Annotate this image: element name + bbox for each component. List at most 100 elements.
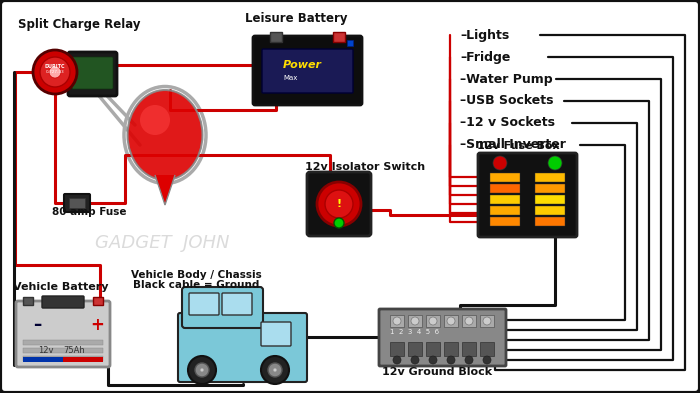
- FancyBboxPatch shape: [16, 301, 110, 367]
- Text: Vehicle Body / Chassis: Vehicle Body / Chassis: [131, 270, 261, 280]
- Bar: [535, 217, 565, 226]
- Circle shape: [429, 317, 437, 325]
- Bar: [444, 342, 458, 356]
- Circle shape: [334, 218, 344, 228]
- Circle shape: [188, 356, 216, 384]
- Bar: [535, 206, 565, 215]
- Bar: [490, 184, 520, 193]
- Text: 75Ah: 75Ah: [63, 346, 85, 355]
- Bar: [444, 315, 458, 327]
- Bar: [462, 315, 476, 327]
- Bar: [347, 40, 353, 46]
- Text: –Water Pump: –Water Pump: [460, 72, 552, 86]
- Text: –: –: [33, 316, 41, 334]
- Bar: [490, 206, 520, 215]
- Text: Vehicle Battery: Vehicle Battery: [13, 282, 108, 292]
- Text: !: !: [337, 199, 342, 209]
- FancyBboxPatch shape: [42, 296, 84, 308]
- Circle shape: [411, 356, 419, 364]
- FancyBboxPatch shape: [68, 52, 117, 96]
- Circle shape: [548, 156, 562, 170]
- PathPatch shape: [155, 175, 175, 205]
- Circle shape: [195, 363, 209, 377]
- Bar: [490, 217, 520, 226]
- FancyBboxPatch shape: [262, 49, 353, 93]
- Text: Power: Power: [283, 60, 322, 70]
- Circle shape: [49, 66, 61, 78]
- Text: DURITC: DURITC: [45, 64, 65, 68]
- Bar: [490, 173, 520, 182]
- FancyBboxPatch shape: [261, 322, 291, 346]
- Bar: [535, 173, 565, 182]
- FancyBboxPatch shape: [64, 194, 90, 212]
- Text: +: +: [90, 316, 104, 334]
- Circle shape: [273, 368, 277, 372]
- Ellipse shape: [127, 90, 202, 180]
- Bar: [270, 32, 282, 42]
- Bar: [490, 195, 520, 204]
- Bar: [93, 297, 103, 305]
- Circle shape: [411, 317, 419, 325]
- Bar: [408, 342, 422, 356]
- Bar: [333, 32, 345, 42]
- Bar: [426, 315, 440, 327]
- Bar: [462, 342, 476, 356]
- Bar: [23, 357, 63, 362]
- Text: 12v Isolator Switch: 12v Isolator Switch: [305, 162, 425, 172]
- Text: Split Charge Relay: Split Charge Relay: [18, 18, 141, 31]
- Bar: [23, 348, 103, 353]
- Bar: [480, 342, 494, 356]
- FancyBboxPatch shape: [253, 36, 362, 105]
- Circle shape: [465, 317, 473, 325]
- Text: 80 amp Fuse: 80 amp Fuse: [52, 207, 127, 217]
- Circle shape: [393, 356, 401, 364]
- Circle shape: [483, 317, 491, 325]
- Text: –12 v Sockets: –12 v Sockets: [460, 116, 555, 130]
- Text: –Fridge: –Fridge: [460, 50, 510, 64]
- Text: 1  2  3  4  5  6: 1 2 3 4 5 6: [390, 329, 439, 335]
- FancyBboxPatch shape: [478, 153, 577, 237]
- Bar: [390, 315, 404, 327]
- Bar: [535, 184, 565, 193]
- Text: –Lights: –Lights: [460, 29, 510, 42]
- Text: Black cable = Ground: Black cable = Ground: [133, 280, 259, 290]
- FancyBboxPatch shape: [182, 287, 263, 328]
- Text: Leisure Battery: Leisure Battery: [245, 12, 347, 25]
- Circle shape: [465, 356, 473, 364]
- FancyBboxPatch shape: [379, 309, 506, 366]
- Bar: [69, 198, 85, 208]
- FancyBboxPatch shape: [178, 313, 307, 382]
- Bar: [23, 340, 103, 345]
- Circle shape: [493, 156, 507, 170]
- Bar: [23, 356, 103, 361]
- Bar: [63, 357, 103, 362]
- Bar: [480, 315, 494, 327]
- Bar: [408, 315, 422, 327]
- Bar: [426, 342, 440, 356]
- Circle shape: [33, 50, 77, 94]
- Circle shape: [429, 356, 437, 364]
- Bar: [390, 342, 404, 356]
- Circle shape: [483, 356, 491, 364]
- Text: GADGET  JOHN: GADGET JOHN: [95, 234, 230, 252]
- Circle shape: [325, 190, 353, 218]
- Text: Max: Max: [283, 75, 298, 81]
- Circle shape: [200, 368, 204, 372]
- Circle shape: [393, 317, 401, 325]
- Text: –Small Inverter: –Small Inverter: [460, 138, 566, 151]
- Circle shape: [261, 356, 289, 384]
- Bar: [23, 297, 33, 305]
- Circle shape: [268, 363, 282, 377]
- Circle shape: [447, 317, 455, 325]
- FancyBboxPatch shape: [307, 172, 371, 236]
- Text: 12v Fuse Box: 12v Fuse Box: [477, 141, 559, 151]
- Circle shape: [40, 57, 70, 87]
- Circle shape: [317, 182, 361, 226]
- Ellipse shape: [140, 105, 170, 135]
- Text: 12v: 12v: [38, 346, 53, 355]
- Bar: [535, 195, 565, 204]
- FancyBboxPatch shape: [72, 57, 113, 89]
- FancyBboxPatch shape: [222, 293, 252, 315]
- Text: 12v Ground Block: 12v Ground Block: [382, 367, 492, 377]
- Text: 0-727-33: 0-727-33: [46, 70, 64, 74]
